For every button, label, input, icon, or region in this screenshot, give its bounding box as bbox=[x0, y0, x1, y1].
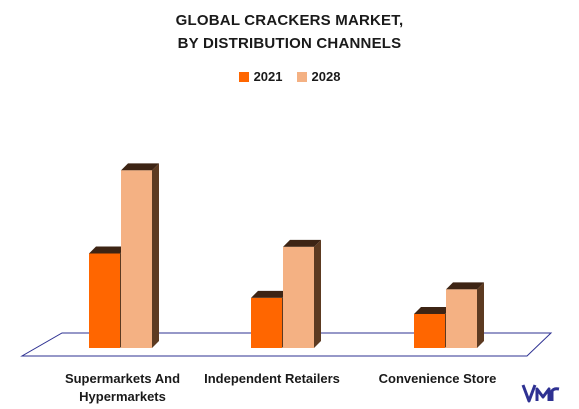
legend-label-2028: 2028 bbox=[311, 69, 341, 84]
chart-title-line1: GLOBAL CRACKERS MARKET, bbox=[175, 12, 404, 29]
bar-front-1-2021 bbox=[251, 297, 282, 348]
legend-swatch-2028 bbox=[296, 71, 307, 82]
bar-0-2028 bbox=[121, 163, 159, 348]
bar-front-2-2021 bbox=[414, 313, 445, 348]
bar-front-0-2028 bbox=[121, 170, 152, 348]
category-label-0-line2: Hypermarkets bbox=[79, 389, 166, 404]
category-label-1-line1: Independent Retailers bbox=[204, 371, 340, 386]
legend-label-2021: 2021 bbox=[253, 69, 283, 84]
category-label-2-line1: Convenience Store bbox=[378, 371, 497, 386]
bar-top-1-2028 bbox=[283, 239, 321, 247]
legend-item-2021: 2021 bbox=[238, 69, 283, 84]
bar-front-1-2028 bbox=[283, 246, 314, 348]
bar-2-2028 bbox=[446, 282, 484, 348]
bar-front-2-2028 bbox=[446, 289, 477, 348]
category-label-0-line1: Supermarkets And bbox=[64, 371, 181, 386]
bar-side-0-2028 bbox=[152, 163, 159, 348]
vmr-logo-icon bbox=[521, 384, 560, 403]
bar-top-0-2021 bbox=[89, 246, 127, 254]
bar-front-0-2021 bbox=[89, 253, 120, 348]
bar-side-1-2028 bbox=[314, 239, 321, 348]
bar-1-2028 bbox=[283, 239, 321, 348]
chart-title-line2: BY DISTRIBUTION CHANNELS bbox=[177, 35, 402, 52]
bar-top-0-2028 bbox=[121, 163, 159, 171]
legend-item-2028: 2028 bbox=[296, 69, 341, 84]
bar-side-2-2028 bbox=[477, 282, 484, 348]
legend: 2021 2028 bbox=[0, 69, 579, 84]
category-label-2: Convenience Store bbox=[360, 370, 515, 388]
bar-top-2-2028 bbox=[446, 282, 484, 290]
bar-top-1-2021 bbox=[251, 290, 289, 298]
category-label-1: Independent Retailers bbox=[192, 370, 352, 388]
category-label-0: Supermarkets And Hypermarkets bbox=[30, 370, 215, 406]
bar-top-2-2021 bbox=[414, 306, 452, 314]
legend-swatch-2021 bbox=[238, 71, 249, 82]
